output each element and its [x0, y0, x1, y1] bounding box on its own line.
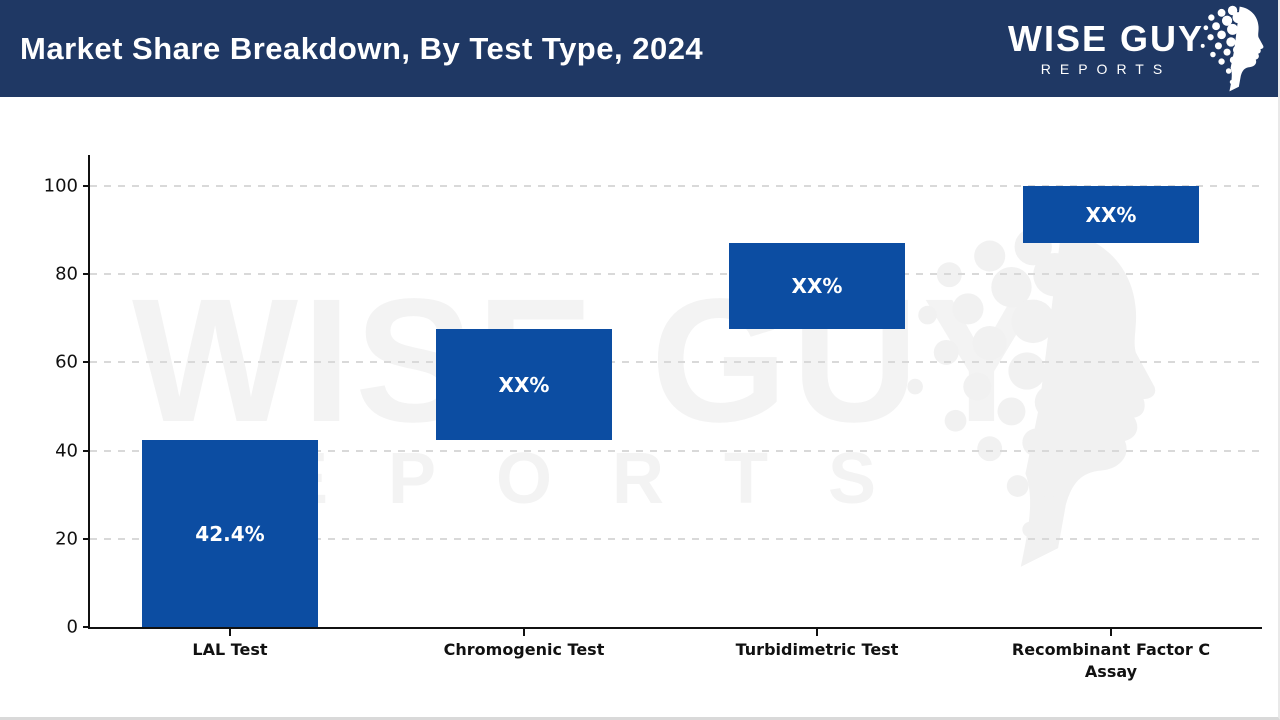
x-category-label-1: LAL Test — [192, 640, 268, 659]
y-tick-mark-20 — [83, 537, 90, 540]
gridline-80 — [90, 273, 1262, 276]
gridline-20 — [90, 537, 1262, 540]
brand-logo-text: WISE GUY REPORTS — [1007, 18, 1204, 78]
y-tick-label-20: 20 — [55, 528, 78, 550]
watermark-head-icon — [907, 228, 1156, 567]
y-tick-mark-100 — [83, 185, 90, 187]
brand-logo: WISE GUY REPORTS — [1008, 4, 1272, 94]
bar-value-label-3: XX% — [791, 274, 843, 299]
y-tick-mark-40 — [83, 449, 90, 452]
bar-value-label-1: 42.4% — [195, 521, 265, 546]
y-tick-label-40: 40 — [55, 440, 78, 462]
y-tick-label-80: 80 — [55, 263, 78, 285]
y-axis-line — [88, 155, 90, 629]
x-tick-mark-4 — [1110, 629, 1112, 636]
x-category-label-4: Recombinant Factor C Assay — [1011, 640, 1211, 681]
x-tick-mark-3 — [816, 629, 818, 636]
y-tick-label-60: 60 — [55, 351, 78, 373]
page-title: Market Share Breakdown, By Test Type, 20… — [20, 30, 704, 66]
bar-value-label-2: XX% — [498, 372, 550, 397]
bar-1: 42.4% — [142, 440, 318, 627]
y-tick-mark-0 — [83, 626, 90, 628]
y-tick-label-100: 100 — [43, 175, 78, 197]
x-axis-line — [88, 627, 1262, 629]
gridline-40 — [90, 449, 1262, 452]
gridline-60 — [90, 361, 1262, 364]
gridline-100 — [90, 185, 1262, 187]
x-category-label-2: Chromogenic Test — [443, 640, 605, 659]
chart-canvas: WISE GUY REPORTS 0 20 40 60 80 100 42.4% LAL Te… — [0, 97, 1278, 717]
y-tick-mark-60 — [83, 361, 90, 364]
brand-subname: REPORTS — [1040, 61, 1172, 77]
x-category-label-3: Turbidimetric Test — [735, 640, 899, 659]
header-band: Market Share Breakdown, By Test Type, 20… — [0, 0, 1278, 97]
brand-name: WISE GUY — [1007, 18, 1204, 59]
y-tick-mark-80 — [83, 273, 90, 276]
bar-value-label-4: XX% — [1085, 202, 1137, 227]
x-tick-mark-1 — [229, 629, 231, 636]
bar-3: XX% — [729, 243, 905, 330]
x-tick-mark-2 — [523, 629, 525, 636]
bar-4: XX% — [1023, 186, 1199, 244]
y-tick-label-0: 0 — [66, 616, 78, 638]
bar-2: XX% — [436, 329, 612, 440]
